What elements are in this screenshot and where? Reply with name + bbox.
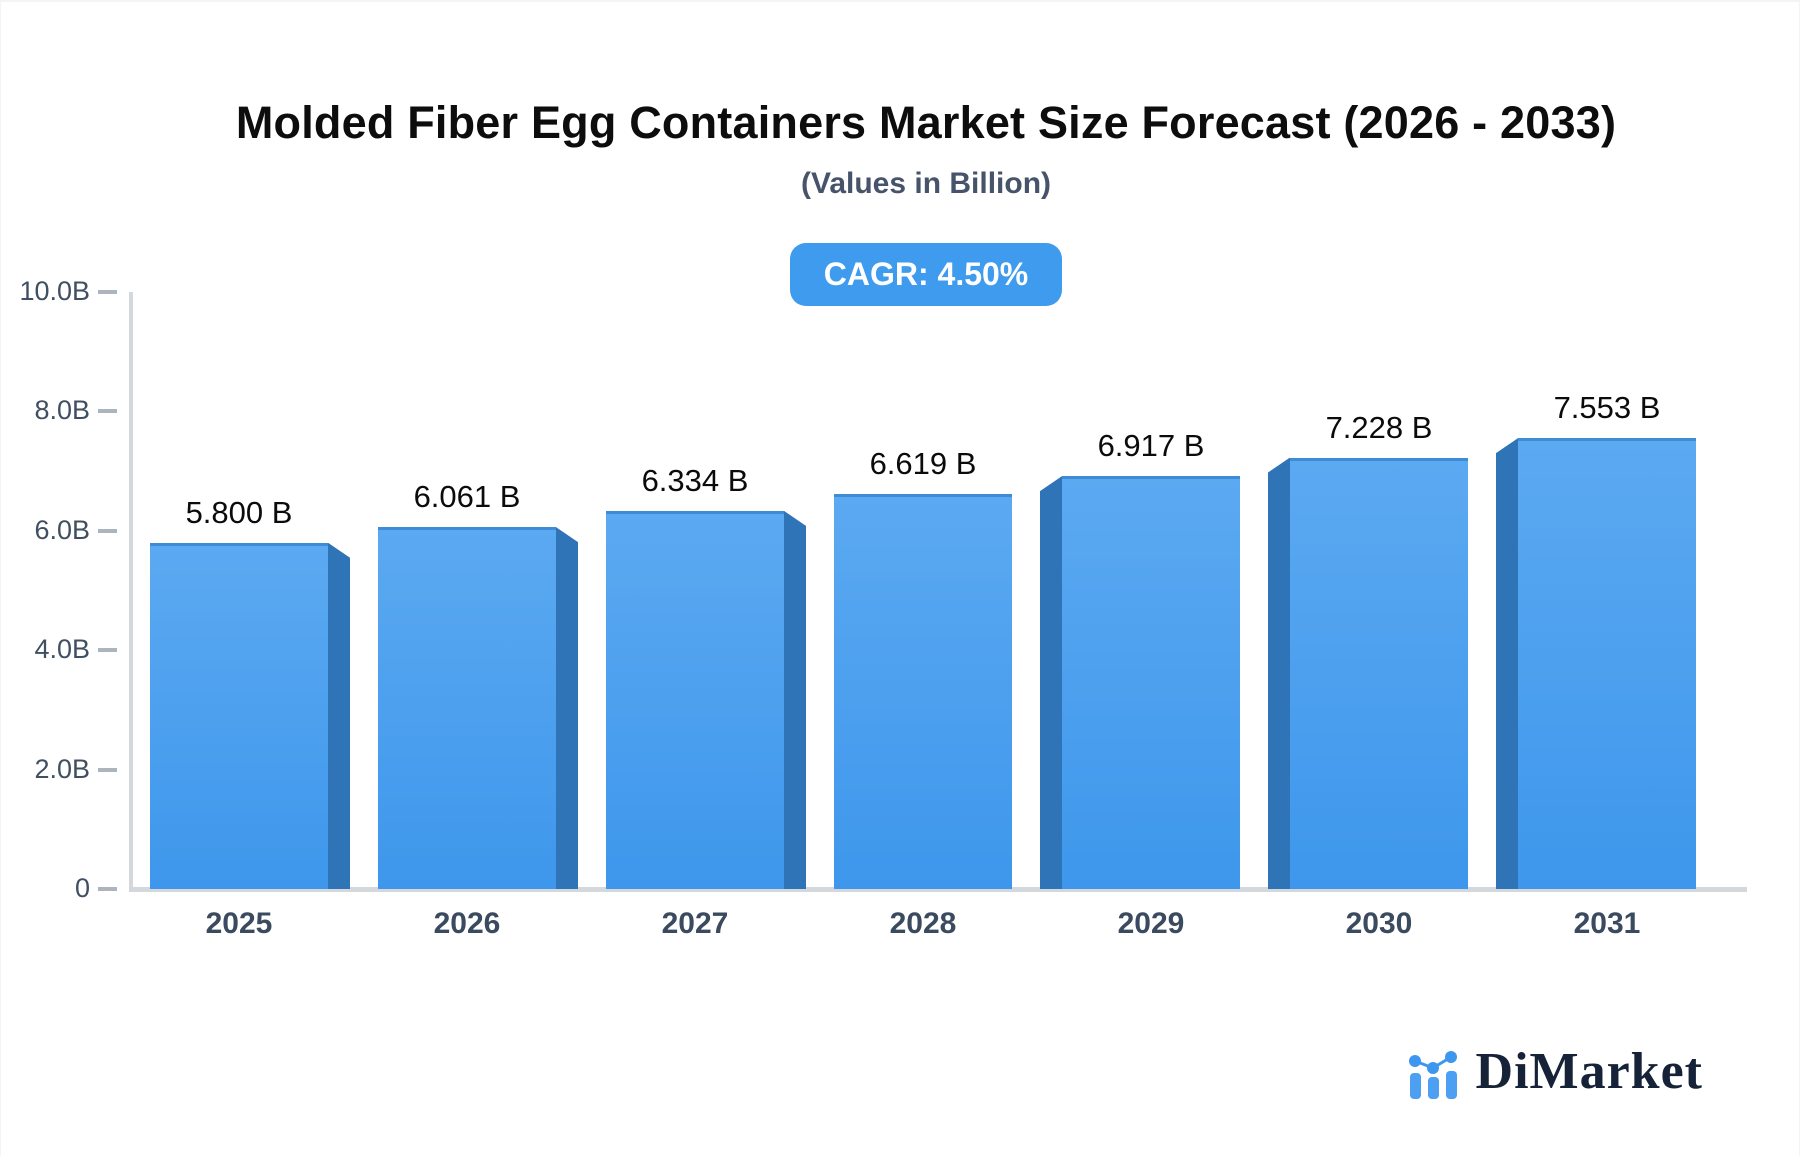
bar-2030 [1290, 457, 1468, 889]
x-tick-label-2026: 2026 [433, 907, 501, 940]
x-tick-label-2027: 2027 [661, 907, 729, 940]
bar-2029 [1062, 476, 1240, 889]
y-tick-dash [98, 648, 117, 653]
y-tick-label: 6.0B [34, 514, 90, 545]
y-tick-label: 2.0B [34, 753, 90, 784]
bar-2027-3d-side [784, 510, 806, 889]
bar-2030-3d-side [1268, 457, 1290, 889]
bar-value-label-2027: 6.334 B [641, 462, 749, 498]
x-tick-label-2029: 2029 [1117, 907, 1185, 940]
bar-2026-3d-side [556, 527, 578, 889]
dimarket-logo-text: DiMarket [1475, 1043, 1703, 1100]
bar-2026 [378, 527, 556, 889]
x-tick-label-2031: 2031 [1573, 907, 1641, 940]
x-tick-label-2030: 2030 [1345, 907, 1413, 940]
y-tick-dash [98, 290, 117, 294]
y-tick-label: 8.0B [34, 395, 90, 426]
x-tick-label-2025: 2025 [205, 907, 273, 940]
y-tick-dash [98, 528, 117, 533]
dimarket-logo-icon [1408, 1050, 1457, 1099]
dimarket-logo: DiMarket [1408, 1042, 1703, 1101]
y-tick-dash [98, 887, 117, 891]
bar-value-label-2028: 6.619 B [869, 445, 977, 481]
cagr-badge: CAGR: 4.50% [789, 243, 1063, 306]
bar-value-label-2029: 6.917 B [1097, 428, 1205, 464]
y-tick-dash [98, 767, 117, 772]
bar-value-label-2031: 7.553 B [1553, 390, 1661, 426]
plot-area: 5.800 B 6.061 B 6.334 B 6.619 B 6.917 B 7.228… [131, 292, 1746, 889]
chart-title: Molded Fiber Egg Containers Market Size … [235, 97, 1617, 148]
bar-value-label-2026: 6.061 B [413, 479, 521, 515]
y-tick-label: 0 [74, 873, 90, 903]
bar-2031-3d-side [1496, 438, 1518, 889]
bar-2031 [1518, 438, 1696, 889]
y-axis-line [129, 292, 133, 892]
bar-2025 [150, 542, 328, 889]
y-tick-dash [98, 409, 117, 414]
bar-2027 [606, 510, 784, 889]
y-tick-label: 10.0B [19, 276, 90, 306]
bar-2028 [834, 493, 1012, 889]
chart-subtitle: (Values in Billion) [800, 167, 1052, 200]
x-tick-label-2028: 2028 [889, 907, 957, 940]
bar-value-label-2025: 5.800 B [185, 494, 293, 530]
bar-2025-3d-side [328, 542, 350, 889]
bar-2029-3d-side [1040, 476, 1062, 889]
bar-value-label-2030: 7.228 B [1325, 409, 1433, 445]
y-tick-label: 4.0B [34, 634, 90, 665]
chart-header: Molded Fiber Egg Containers Market Size … [51, 2, 1799, 306]
x-axis-line [129, 887, 1747, 892]
